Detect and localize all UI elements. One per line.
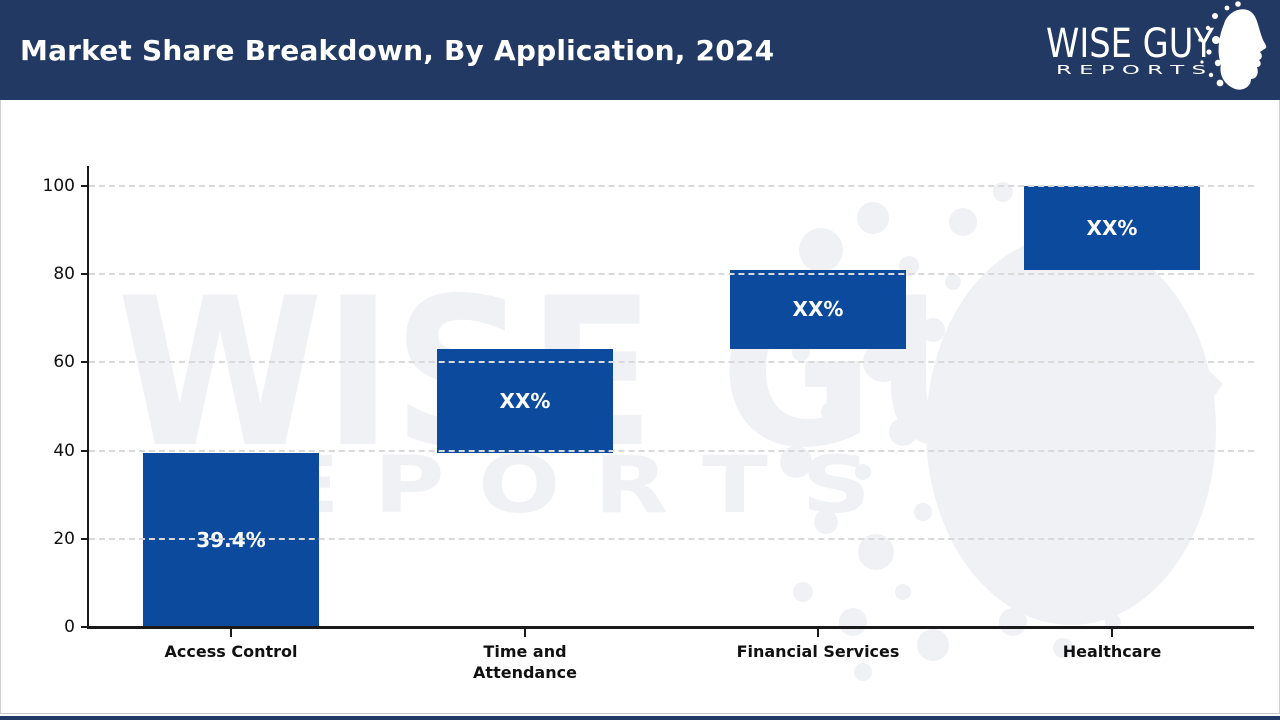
bar-value-label-time-and-attendance: XX% <box>499 389 551 414</box>
x-axis-label-access-control: Access Control <box>164 642 298 661</box>
y-tick-100 <box>81 185 89 187</box>
gridline-40 <box>89 449 1254 452</box>
y-tick-0 <box>81 626 89 628</box>
y-axis-line <box>87 166 89 629</box>
bar-healthcare: XX% <box>1024 186 1200 270</box>
y-tick-20 <box>81 537 89 540</box>
gridline-20 <box>89 537 1254 540</box>
footer-accent-bar <box>0 716 1280 720</box>
y-tick-label-60: 60 <box>53 352 75 373</box>
wise-guy-reports-logo: WISE GUY R E P O R T S <box>1046 1 1267 90</box>
x-tick-financial-services <box>817 629 819 637</box>
logo-wordmark: WISE GUY <box>1046 21 1214 67</box>
bar-financial-services: XX% <box>730 269 906 350</box>
gridline-60 <box>89 361 1254 364</box>
y-tick-label-0: 0 <box>64 617 75 637</box>
y-tick-label-20: 20 <box>53 528 75 549</box>
bar-time-and-attendance: XX% <box>437 349 613 454</box>
x-tick-healthcare <box>1111 629 1113 637</box>
y-tick-label-40: 40 <box>53 440 75 461</box>
gridline-80 <box>89 273 1254 276</box>
chart-title: Market Share Breakdown, By Application, … <box>20 33 775 67</box>
bar-access-control: 39.4% <box>143 453 319 627</box>
chart-area: WISE GUY R E P O R T S <box>0 100 1280 714</box>
y-tick-60 <box>81 361 89 364</box>
y-tick-label-80: 80 <box>53 264 75 285</box>
watermark: WISE GUY R E P O R T S <box>117 182 1223 681</box>
x-axis-line <box>87 626 1254 629</box>
x-axis-label-healthcare: Healthcare <box>1062 642 1162 661</box>
header-bar: Market Share Breakdown, By Application, … <box>0 0 1280 100</box>
x-tick-access-control <box>230 629 232 637</box>
logo-tagline: R E P O R T S <box>1056 63 1206 77</box>
gridline-100 <box>89 185 1254 187</box>
bar-value-label-access-control: 39.4% <box>196 528 266 553</box>
bar-value-label-healthcare: XX% <box>1086 215 1138 240</box>
x-tick-time-and-attendance <box>524 629 526 637</box>
y-tick-label-100: 100 <box>42 176 75 196</box>
y-tick-40 <box>81 449 89 452</box>
y-tick-80 <box>81 273 89 276</box>
x-axis-label-time-and-attendance: Time and Attendance <box>473 642 577 682</box>
logo-face-icon <box>1198 1 1267 90</box>
bar-value-label-financial-services: XX% <box>792 297 844 322</box>
x-axis-label-financial-services: Financial Services <box>736 642 900 661</box>
